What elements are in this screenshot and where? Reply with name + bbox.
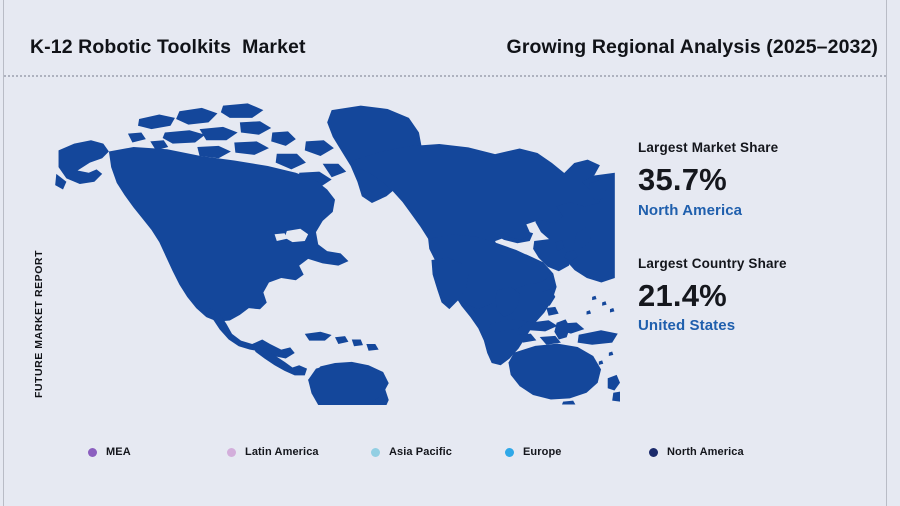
legend-label-north-america: North America xyxy=(667,446,744,458)
legend-label-latin-america: Latin America xyxy=(245,446,319,458)
world-map-east-svg xyxy=(352,144,620,405)
legend-dot-north-america xyxy=(649,447,658,457)
world-map-east xyxy=(330,100,620,405)
map-landmasses-east xyxy=(352,144,620,405)
stat-block-country-share: Largest Country Share 21.4% United State… xyxy=(638,256,888,335)
brand-watermark-label: FUTURE MARKET REPORT xyxy=(33,249,45,399)
header-subtitle: Growing Regional Analysis (2025–2032) xyxy=(506,36,878,58)
legend-dot-mea xyxy=(88,447,97,457)
stat-value-market-share: 35.7% xyxy=(638,162,727,197)
legend-dot-asia-pacific xyxy=(371,447,380,457)
page-title: K-12 Robotic Toolkits Market xyxy=(30,36,306,58)
stat-block-market-share: Largest Market Share 35.7% North America xyxy=(638,140,888,219)
legend-item-europe: Europe xyxy=(505,446,562,458)
stat-label-country-share: Largest Country Share xyxy=(638,255,787,271)
map-legend: MEA Latin America Asia Pacific Europe No… xyxy=(88,446,788,468)
legend-dot-europe xyxy=(505,447,514,457)
left-edge-rule xyxy=(3,0,4,506)
legend-item-asia-pacific: Asia Pacific xyxy=(371,446,452,458)
stat-region-market-share: North America xyxy=(638,201,743,219)
legend-label-asia-pacific: Asia Pacific xyxy=(389,446,452,458)
brand-watermark: FUTURE MARKET REPORT xyxy=(30,231,48,417)
header-divider xyxy=(4,75,886,77)
legend-item-mea: MEA xyxy=(88,446,131,458)
poster-header: K-12 Robotic Toolkits Market Growing Reg… xyxy=(0,0,900,75)
legend-dot-latin-america xyxy=(227,447,236,457)
right-edge-rule xyxy=(886,0,887,506)
stat-value-country-share: 21.4% xyxy=(638,277,727,313)
legend-label-europe: Europe xyxy=(523,446,562,458)
legend-item-north-america: North America xyxy=(649,446,744,458)
stat-label-market-share: Largest Market Share xyxy=(638,140,779,155)
stats-panel: Largest Market Share 35.7% North America… xyxy=(638,140,888,371)
legend-item-latin-america: Latin America xyxy=(227,446,319,458)
legend-label-mea: MEA xyxy=(106,446,131,458)
stat-region-country-share: United States xyxy=(638,317,736,335)
